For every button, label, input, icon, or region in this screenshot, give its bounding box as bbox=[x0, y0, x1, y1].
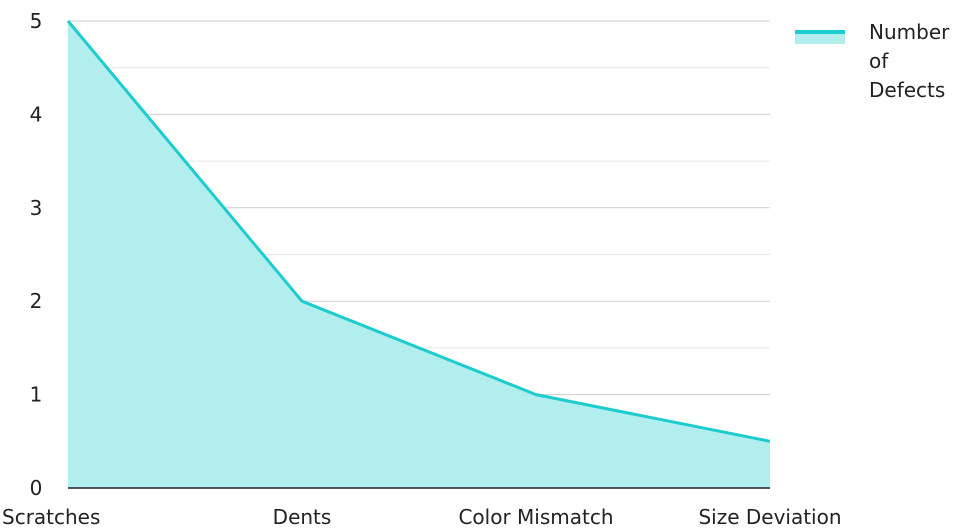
y-tick-label: 1 bbox=[30, 383, 43, 407]
y-axis-ticks: 0 1 2 3 4 5 bbox=[30, 9, 43, 500]
x-tick-label: Color Mismatch bbox=[458, 505, 613, 529]
y-tick-label: 5 bbox=[30, 9, 43, 33]
x-tick-label: Dents bbox=[273, 505, 332, 529]
legend: Number of Defects bbox=[795, 18, 954, 105]
y-tick-label: 2 bbox=[30, 289, 43, 313]
x-tick-label: Scratches bbox=[2, 505, 100, 529]
legend-label: Number of Defects bbox=[869, 20, 950, 102]
series-area-number-of-defects bbox=[68, 21, 770, 488]
series-line-number-of-defects bbox=[66, 20, 771, 443]
y-tick-label: 3 bbox=[30, 196, 43, 220]
y-tick-label: 4 bbox=[30, 102, 43, 126]
legend-swatch-line bbox=[795, 30, 845, 34]
legend-swatch bbox=[795, 30, 845, 44]
x-axis-ticks: Scratches Dents Color Mismatch Size Deviati… bbox=[2, 505, 842, 529]
x-tick-label: Size Deviation bbox=[698, 505, 841, 529]
y-tick-label: 0 bbox=[30, 476, 43, 500]
